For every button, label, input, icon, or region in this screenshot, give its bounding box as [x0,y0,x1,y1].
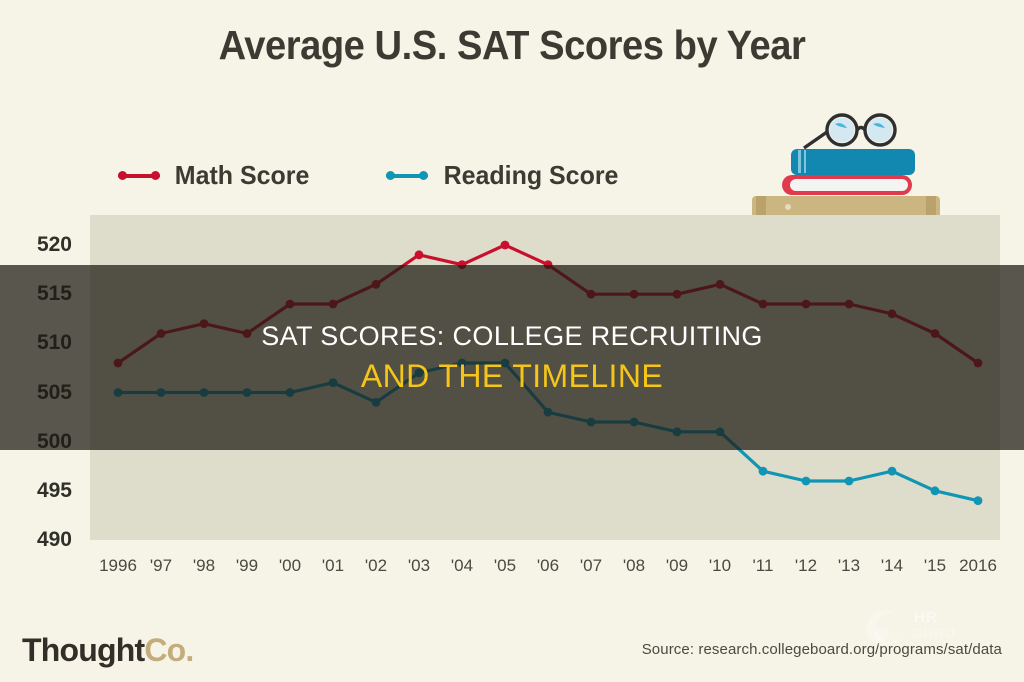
legend-label-reading: Reading Score [443,160,619,190]
legend-item-math: Math Score [118,160,312,191]
x-axis-tick-label: '09 [665,556,689,575]
x-axis-tick-label: 2016 [959,556,997,575]
source-attribution: Source: research.collegeboard.org/progra… [641,641,1002,658]
x-axis-tick-label: '11 [752,556,774,575]
x-axis-tick-label: '15 [923,556,947,575]
books-stack-icon [752,113,940,218]
legend-swatch-math-icon [118,170,160,182]
page-title: Average U.S. SAT Scores by Year [218,22,806,68]
data-point [973,496,983,506]
x-axis-tick-label: '04 [450,556,474,575]
x-axis-tick-label: '05 [493,556,517,575]
x-axis-tick-label: '12 [794,556,818,575]
chart-legend: Math Score Reading Score [118,160,622,191]
x-axis-tick-label: '02 [364,556,388,575]
watermark-text: HR [914,609,938,626]
x-axis-labels: 1996 '97 '98 '99 '00 '01 '02 '03 '04 '05 '06 '07 '08… [90,556,1000,582]
x-axis-tick-label: '14 [880,556,904,575]
x-axis-tick-label: '97 [149,556,173,575]
data-point [414,250,424,260]
data-point [801,476,811,486]
x-axis-tick-label: '06 [536,556,560,575]
x-axis-tick-label: '08 [622,556,646,575]
x-axis-tick-label: '98 [192,556,216,575]
data-point [887,466,897,476]
y-axis-tick-label: 520 [36,233,72,256]
x-axis-tick-label: '00 [278,556,302,575]
y-axis-tick-label: 495 [36,478,72,502]
data-point [844,476,854,486]
x-axis-tick-label: '01 [321,556,345,575]
watermark-subtext: GURU [912,625,956,641]
x-axis-tick-label: '07 [579,556,603,575]
y-axis-tick-label: 490 [36,528,72,551]
logo-secondary-text: Co. [144,632,194,668]
x-axis-tick-label: 1996 [99,556,137,575]
data-point [500,240,510,250]
legend-item-reading: Reading Score [386,160,622,191]
data-point [758,466,768,476]
x-axis-tick-label: '03 [407,556,431,575]
data-point [930,486,940,496]
x-axis-tick-label: '13 [837,556,861,575]
thoughtco-logo: ThoughtCo. [22,632,194,669]
legend-label-math: Math Score [174,160,310,190]
x-axis-tick-label: '10 [708,556,732,575]
logo-primary-text: Thought [22,632,145,668]
x-axis-tick-label: '99 [235,556,259,575]
legend-swatch-reading-icon [386,170,429,182]
headline-overlay-band [0,265,1024,450]
